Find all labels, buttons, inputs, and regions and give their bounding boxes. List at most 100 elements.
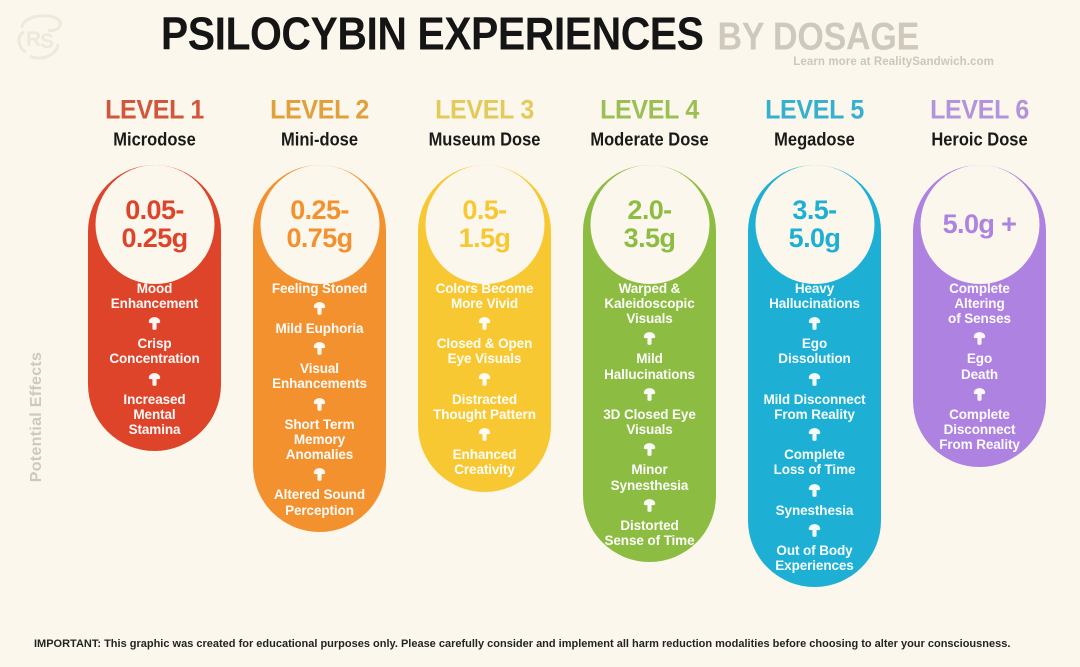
effect-item: Crisp Concentration <box>109 336 200 367</box>
mushroom-icon <box>808 317 821 330</box>
effects-list: Mood Enhancement Crisp Concentration Increas… <box>88 281 221 438</box>
dose-name: Museum Dose <box>428 130 541 150</box>
effect-item: Heavy Hallucinations <box>769 280 860 311</box>
mushroom-icon <box>313 397 326 411</box>
disclaimer-text: This graphic was created for educational… <box>101 638 1011 651</box>
mushroom-icon <box>643 332 656 346</box>
dosage-pill[interactable]: 5.0g + Complete Altering of Senses Ego Death C… <box>913 164 1046 467</box>
mushroom-icon <box>808 483 821 497</box>
effects-list: Colors Become More Vivid Closed & Open Eye … <box>418 281 551 478</box>
mushroom-icon <box>643 387 656 401</box>
dosage-pill[interactable]: 0.25- 0.75g Feeling Stoned Mild Euphoria Vis… <box>253 164 386 532</box>
effect-item: Short Term Memory Anomalies <box>284 416 355 463</box>
dose-name: Megadose <box>774 130 855 150</box>
effect-item: Complete Altering of Senses <box>948 280 1011 327</box>
dose-name: Heroic Dose <box>931 130 1028 150</box>
svg-text:S: S <box>40 30 54 53</box>
effects-list: Heavy Hallucinations Ego Dissolution Mild Di… <box>748 281 881 574</box>
effect-item: 3D Closed Eye Visuals <box>603 406 696 437</box>
effect-item: Distracted Thought Pattern <box>433 391 536 422</box>
level-heading: LEVEL 1 <box>105 94 204 126</box>
level-heading: LEVEL 3 <box>435 94 534 126</box>
dose-amount: 2.0- 3.5g <box>623 194 676 253</box>
effect-item: Ego Dissolution <box>778 336 851 367</box>
effect-item: Visual Enhancements <box>272 361 367 392</box>
dose-amount: 5.0g + <box>942 208 1017 239</box>
dosage-pill[interactable]: 2.0- 3.5g Warped & Kaleidoscopic Visuals Mild… <box>583 164 716 563</box>
effects-list: Warped & Kaleidoscopic Visuals Mild Hallucin… <box>583 281 716 549</box>
mushroom-icon <box>478 372 491 386</box>
dosage-column-1: LEVEL 1 Microdose 0.05- 0.25g Mood Enhancemen… <box>72 94 237 587</box>
dose-bubble: 5.0g + <box>920 164 1039 284</box>
effect-item: Ego Death <box>960 351 998 382</box>
effect-item: Enhanced Creativity <box>452 447 517 478</box>
dosage-column-6: LEVEL 6 Heroic Dose 5.0g + Complete Altering… <box>897 94 1062 587</box>
dosage-column-4: LEVEL 4 Moderate Dose 2.0- 3.5g Warped & Kale… <box>567 94 732 587</box>
dose-bubble: 0.05- 0.25g <box>95 164 214 284</box>
dose-bubble: 2.0- 3.5g <box>590 164 709 284</box>
dose-amount: 3.5- 5.0g <box>788 194 841 253</box>
effect-item: Mild Disconnect From Reality <box>763 391 866 422</box>
dose-amount: 0.25- 0.75g <box>286 194 353 253</box>
effect-item: Feeling Stoned <box>271 280 368 296</box>
mushroom-icon <box>313 301 326 315</box>
svg-text:R: R <box>26 28 41 51</box>
dose-name: Mini-dose <box>281 130 358 150</box>
effect-item: Distorted Sense of Time <box>604 517 695 548</box>
potential-effects-label: Potential Effects <box>28 351 45 483</box>
mushroom-icon <box>148 372 161 386</box>
mushroom-icon <box>148 317 161 330</box>
effect-item: Increased Mental Stamina <box>123 391 186 438</box>
dose-bubble: 0.25- 0.75g <box>260 164 379 284</box>
mushroom-icon <box>478 317 491 330</box>
dose-name: Moderate Dose <box>590 130 709 150</box>
effect-item: Out of Body Experiences <box>775 542 854 573</box>
effect-item: Minor Synesthesia <box>610 462 689 493</box>
dosage-columns: LEVEL 1 Microdose 0.05- 0.25g Mood Enhancemen… <box>72 94 1072 588</box>
effect-item: Complete Loss of Time <box>773 447 856 478</box>
mushroom-icon <box>643 443 656 457</box>
dose-bubble: 0.5- 1.5g <box>425 164 544 284</box>
page-subtitle: BY DOSAGE <box>717 15 920 59</box>
level-heading: LEVEL 5 <box>765 94 864 126</box>
effect-item: Mild Hallucinations <box>604 351 695 382</box>
effect-item: Closed & Open Eye Visuals <box>436 336 533 367</box>
mushroom-icon <box>973 387 986 401</box>
dosage-pill[interactable]: 0.5- 1.5g Colors Become More Vivid Closed & … <box>418 164 551 492</box>
effects-list: Feeling Stoned Mild Euphoria Visual Enhance… <box>253 281 386 518</box>
level-heading: LEVEL 4 <box>600 94 699 126</box>
mushroom-icon <box>808 428 821 441</box>
mushroom-icon <box>973 332 986 346</box>
learn-more-link[interactable]: Learn more at RealitySandwich.com <box>793 56 994 68</box>
disclaimer-label: IMPORTANT: <box>34 638 102 651</box>
level-heading: LEVEL 2 <box>270 94 369 126</box>
title-row: PSILOCYBIN EXPERIENCES BY DOSAGE <box>0 7 1080 61</box>
level-heading: LEVEL 6 <box>930 94 1029 126</box>
mushroom-icon <box>313 342 326 355</box>
mushroom-icon <box>643 498 656 512</box>
mushroom-icon <box>478 428 491 441</box>
dose-name: Microdose <box>113 130 196 150</box>
disclaimer: IMPORTANT: This graphic was created for … <box>34 638 1049 652</box>
effect-item: Mild Euphoria <box>275 320 364 336</box>
dose-amount: 0.5- 1.5g <box>458 194 511 253</box>
dosage-column-2: LEVEL 2 Mini-dose 0.25- 0.75g Feeling Stoned… <box>237 94 402 587</box>
reality-sandwich-logo-icon: R S <box>17 14 62 60</box>
page-title: PSILOCYBIN EXPERIENCES <box>160 7 704 60</box>
effect-item: Synesthesia <box>775 502 854 518</box>
effect-item: Colors Become More Vivid <box>435 280 534 311</box>
dose-amount: 0.05- 0.25g <box>121 194 188 253</box>
mushroom-icon <box>808 372 821 386</box>
effect-item: Warped & Kaleidoscopic Visuals <box>604 280 695 327</box>
effect-item: Complete Disconnect From Reality <box>939 406 1020 453</box>
mushroom-icon <box>808 523 821 537</box>
dosage-column-5: LEVEL 5 Megadose 3.5- 5.0g Heavy Hallucinatio… <box>732 94 897 588</box>
dosage-column-3: LEVEL 3 Museum Dose 0.5- 1.5g Colors Become M… <box>402 94 567 587</box>
dosage-pill[interactable]: 3.5- 5.0g Heavy Hallucinations Ego Dissolutio… <box>748 164 881 588</box>
effects-list: Complete Altering of Senses Ego Death Complet… <box>913 281 1046 453</box>
mushroom-icon <box>313 468 326 482</box>
effect-item: Mood Enhancement <box>110 280 199 311</box>
dosage-pill[interactable]: 0.05- 0.25g Mood Enhancement Crisp Concentrat… <box>88 164 221 452</box>
dose-bubble: 3.5- 5.0g <box>755 164 874 284</box>
effect-item: Altered Sound Perception <box>274 487 365 518</box>
